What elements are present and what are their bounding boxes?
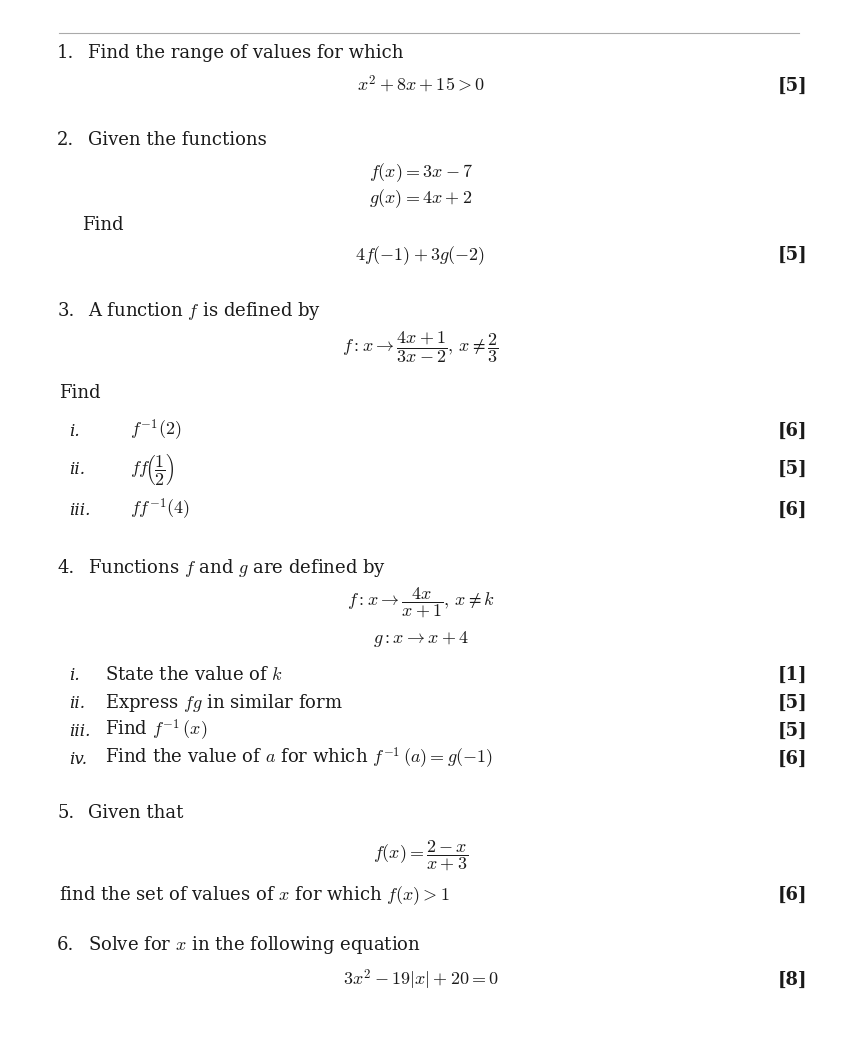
Text: $ff\!\left(\dfrac{1}{2}\right)$: $ff\!\left(\dfrac{1}{2}\right)$ [130, 452, 175, 487]
Text: Given that: Given that [88, 804, 183, 822]
Text: 2.: 2. [57, 131, 75, 149]
Text: $ff^{-1}(4)$: $ff^{-1}(4)$ [130, 498, 191, 523]
Text: [5]: [5] [778, 77, 807, 95]
Text: Functions $f$ and $g$ are defined by: Functions $f$ and $g$ are defined by [88, 557, 386, 579]
Text: Express $fg$ in similar form: Express $fg$ in similar form [105, 692, 343, 714]
Text: Find the value of $a$ for which $f^{-1}\,(a) = g(-1)$: Find the value of $a$ for which $f^{-1}\… [105, 746, 493, 772]
Text: iii.: iii. [69, 723, 90, 739]
Text: [5]: [5] [778, 246, 807, 264]
Text: $f(x) = 3x - 7$: $f(x) = 3x - 7$ [368, 161, 473, 184]
Text: 4.: 4. [57, 559, 75, 577]
Text: [6]: [6] [778, 422, 807, 440]
Text: Given the functions: Given the functions [88, 131, 267, 149]
Text: $g(x) = 4x + 2$: $g(x) = 4x + 2$ [369, 187, 472, 210]
Text: iii.: iii. [69, 502, 90, 519]
Text: Find: Find [82, 216, 124, 234]
Text: 3.: 3. [57, 302, 75, 320]
Text: A function $f$ is defined by: A function $f$ is defined by [88, 300, 321, 322]
Text: $f(x) = \dfrac{2-x}{x+3}$: $f(x) = \dfrac{2-x}{x+3}$ [373, 839, 468, 873]
Text: 5.: 5. [57, 804, 75, 822]
Text: [5]: [5] [778, 722, 807, 739]
Text: Find $f^{-1}\,(x)$: Find $f^{-1}\,(x)$ [105, 719, 208, 744]
Text: 6.: 6. [57, 936, 75, 954]
Text: [1]: [1] [778, 666, 807, 684]
Text: State the value of $k$: State the value of $k$ [105, 666, 283, 684]
Text: [5]: [5] [778, 460, 807, 478]
Text: [6]: [6] [778, 750, 807, 768]
Text: i.: i. [69, 668, 80, 684]
Text: Find the range of values for which: Find the range of values for which [88, 44, 404, 62]
Text: $x^2 + 8x  +  15 > 0$: $x^2 + 8x + 15 > 0$ [357, 74, 484, 95]
Text: $f:x \rightarrow \dfrac{4x}{x+1},\, x \neq k$: $f:x \rightarrow \dfrac{4x}{x+1},\, x \n… [346, 585, 495, 620]
Text: $4f(-1) + 3g(-2)$: $4f(-1) + 3g(-2)$ [356, 244, 485, 267]
Text: ii.: ii. [69, 461, 85, 478]
Text: i.: i. [69, 423, 80, 440]
Text: [6]: [6] [778, 501, 807, 519]
Text: [5]: [5] [778, 694, 807, 712]
Text: $f:x \rightarrow \dfrac{4x+1}{3x-2},\, x \neq \dfrac{2}{3}$: $f:x \rightarrow \dfrac{4x+1}{3x-2},\, x… [342, 330, 499, 365]
Text: $f^{-1}(2)$: $f^{-1}(2)$ [130, 418, 182, 443]
Text: Solve for $x$ in the following equation: Solve for $x$ in the following equation [88, 933, 421, 956]
Text: [8]: [8] [778, 971, 807, 989]
Text: $3x^2 - 19|x| + 20 = 0$: $3x^2 - 19|x| + 20 = 0$ [342, 967, 499, 992]
Text: 1.: 1. [57, 44, 75, 62]
Text: Find: Find [59, 384, 100, 402]
Text: iv.: iv. [69, 751, 87, 768]
Text: find the set of values of $x$ for which $f(x) > 1$: find the set of values of $x$ for which … [59, 884, 449, 906]
Text: $g:x \rightarrow x + 4$: $g:x \rightarrow x + 4$ [373, 629, 468, 649]
Text: ii.: ii. [69, 695, 85, 712]
Text: [6]: [6] [778, 886, 807, 904]
